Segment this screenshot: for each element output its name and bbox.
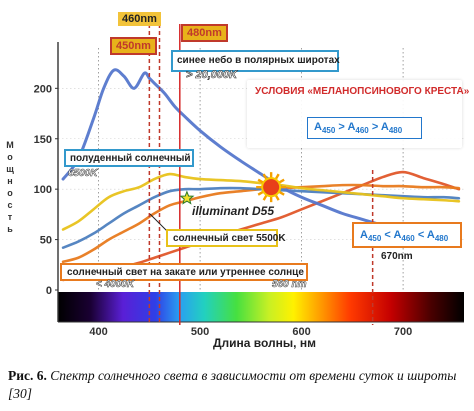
label-blue-sky-k: > 20,000K xyxy=(186,69,238,82)
label-illuminant: illuminant D55 xyxy=(192,204,275,218)
inequality-decreasing: A450 > A460 > A480 xyxy=(307,117,422,139)
y-tick-label: 50 xyxy=(40,235,52,247)
caption-text: Спектр солнечного света в зависимости от… xyxy=(8,368,457,401)
y-axis-label-char: н xyxy=(7,176,13,186)
inequality-increasing-text: A450 < A460 < A480 xyxy=(360,229,449,244)
x-tick-label: 400 xyxy=(89,326,107,338)
label-sun-5500k: солнечный свет 5500K xyxy=(166,229,286,247)
sun-icon xyxy=(261,177,282,198)
series-line xyxy=(61,183,461,264)
label-sunset: солнечный свет на закате или утреннее со… xyxy=(60,263,308,281)
tag-480nm: 480nm xyxy=(181,24,228,42)
figure-caption: Рис. 6. Спектр солнечного света в зависи… xyxy=(8,367,468,403)
caption-number: Рис. 6. xyxy=(8,368,47,383)
y-tick-label: 100 xyxy=(34,184,52,196)
sun-icon-ray xyxy=(274,194,280,201)
x-axis-label: Длина волны, нм xyxy=(213,336,316,350)
label-noon-k: 6500K xyxy=(68,168,98,180)
y-tick-label: 150 xyxy=(34,134,52,146)
series-line xyxy=(61,172,461,231)
label-blue-sky: синее небо в полярных широтах xyxy=(171,50,340,72)
x-tick-label: 500 xyxy=(191,326,209,338)
label-noon: полуденный солнечный xyxy=(64,149,194,167)
y-axis-label-char: с xyxy=(7,200,13,210)
y-tick-label: 200 xyxy=(34,83,52,95)
spectrum-band xyxy=(58,292,464,322)
x-tick-label: 600 xyxy=(292,326,310,338)
axes-layer: 0 50 100 150 200 400 500 600 700 xyxy=(34,42,464,338)
star-icon xyxy=(179,190,195,205)
label-sunset-k: < 4000K xyxy=(96,279,135,291)
y-axis-label-char: т xyxy=(7,212,13,222)
sun-icon-ray xyxy=(262,194,268,201)
y-axis-label-char: о xyxy=(7,188,13,198)
y-axis-label-char: М xyxy=(6,140,14,150)
inequality-increasing: A450 < A460 < A480 xyxy=(352,222,462,248)
y-tick-label: 0 xyxy=(46,285,52,297)
y-axis-label-char: щ xyxy=(6,164,14,174)
tag-670nm: 670nm xyxy=(381,251,413,262)
conditions-title: УСЛОВИЯ «МЕЛАНОПСИНОВОГО КРЕСТА» xyxy=(255,86,470,97)
leader-line xyxy=(149,213,169,233)
x-tick-label: 700 xyxy=(394,326,412,338)
label-560nm: 560 nm xyxy=(272,279,307,291)
tag-450nm: 450nm xyxy=(110,37,157,55)
series-line xyxy=(61,186,461,249)
symbols-layer xyxy=(149,172,287,233)
y-axis-label-char: о xyxy=(7,152,13,162)
y-axis-label-char: ь xyxy=(7,224,13,234)
tag-460nm: 460nm xyxy=(118,12,161,26)
inequality-decreasing-text: A450 > A460 > A480 xyxy=(314,121,403,136)
